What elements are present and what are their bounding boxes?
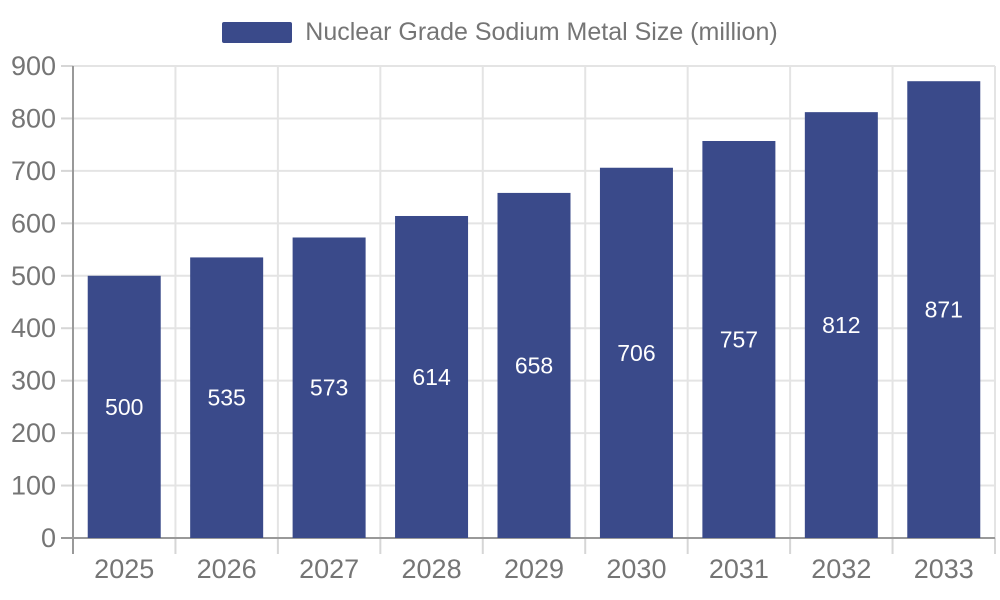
- y-axis-tick-label: 700: [11, 156, 56, 186]
- bar: [804, 112, 878, 538]
- y-axis-tick-label: 900: [11, 51, 56, 81]
- legend-item[interactable]: Nuclear Grade Sodium Metal Size (million…: [0, 18, 1000, 47]
- bar: [702, 140, 776, 539]
- bar: [907, 81, 981, 538]
- x-axis-tick-label: 2027: [299, 554, 359, 584]
- bar-value-label: 535: [207, 385, 245, 411]
- bar: [395, 215, 469, 539]
- bar: [292, 237, 366, 538]
- y-axis-tick-label: 500: [11, 261, 56, 291]
- y-axis-tick-label: 0: [41, 523, 56, 553]
- y-axis-tick-label: 400: [11, 313, 56, 343]
- y-axis-tick-label: 300: [11, 366, 56, 396]
- x-axis-tick-label: 2028: [402, 554, 462, 584]
- x-axis-tick-label: 2029: [504, 554, 564, 584]
- bar-value-label: 500: [105, 394, 143, 420]
- y-axis-tick-label: 100: [11, 471, 56, 501]
- bar-value-label: 871: [925, 297, 963, 323]
- y-axis-tick-label: 600: [11, 208, 56, 238]
- x-axis-tick-label: 2026: [197, 554, 257, 584]
- bar-value-label: 706: [617, 340, 655, 366]
- bar-value-label: 812: [822, 312, 860, 338]
- bar: [87, 275, 161, 538]
- bar-value-label: 614: [412, 364, 451, 390]
- bar-value-label: 573: [310, 375, 348, 401]
- x-axis-tick-label: 2031: [709, 554, 769, 584]
- legend-label: Nuclear Grade Sodium Metal Size (million…: [305, 18, 778, 46]
- x-axis-tick-label: 2032: [811, 554, 871, 584]
- bar: [497, 192, 571, 538]
- y-axis-tick-label: 200: [11, 418, 56, 448]
- bar-value-label: 757: [720, 326, 758, 352]
- y-axis-tick-label: 800: [11, 103, 56, 133]
- x-axis-tick-label: 2025: [94, 554, 154, 584]
- bar: [599, 167, 673, 538]
- legend-swatch: [222, 22, 293, 43]
- bar-value-label: 658: [515, 352, 553, 378]
- bar: [190, 257, 264, 538]
- x-axis-tick-label: 2030: [606, 554, 666, 584]
- x-axis-tick-label: 2033: [914, 554, 974, 584]
